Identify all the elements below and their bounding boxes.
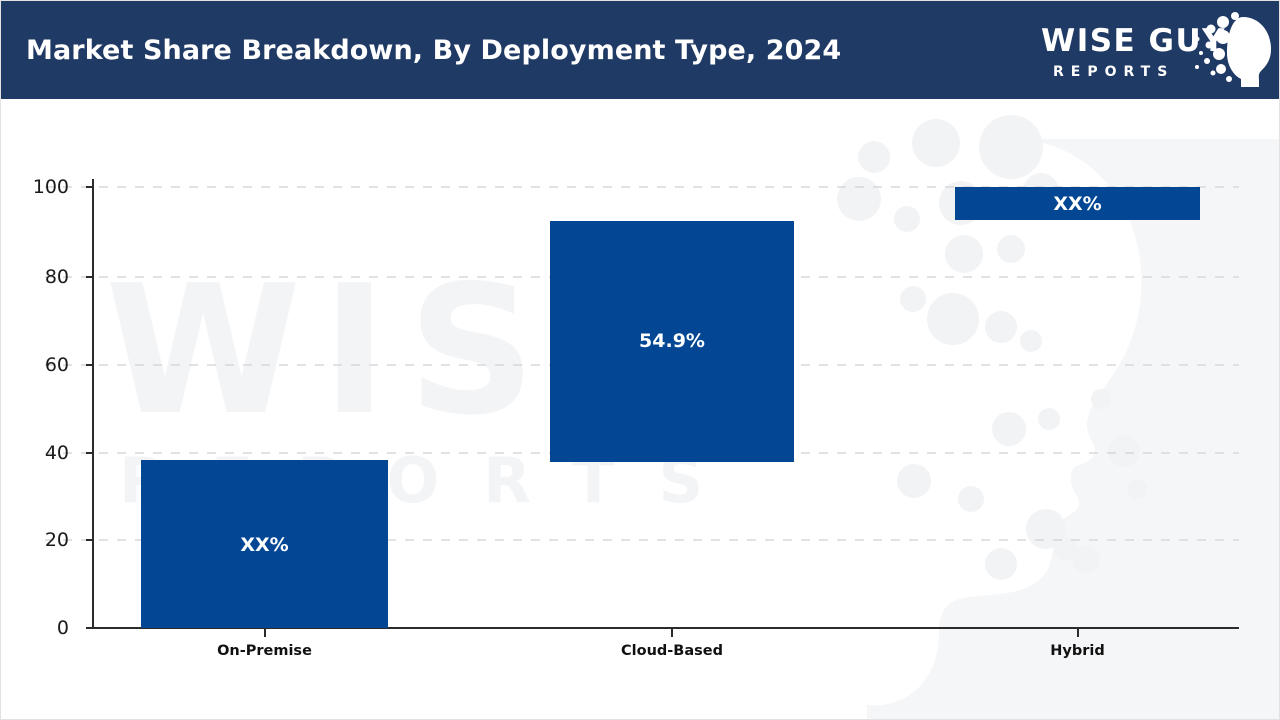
xtick-label-hybrid: Hybrid (1050, 643, 1105, 659)
ytick-label-20: 20 (44, 529, 69, 551)
bar-label-hybrid: XX% (1053, 193, 1102, 215)
chart-plot-area: WISE REPORTS (1, 99, 1279, 719)
wise-guy-reports-logo: WISE GUY REPORTS (1037, 9, 1273, 91)
bar-on-premise[interactable] (141, 460, 388, 628)
ytick-label-40: 40 (44, 442, 69, 464)
xtick-label-cloud-based: Cloud-Based (621, 643, 723, 659)
bar-hybrid[interactable] (955, 187, 1200, 220)
bar-label-cloud-based: 54.9% (639, 330, 705, 352)
svg-text:REPORTS: REPORTS (1053, 64, 1174, 80)
ytick-label-100: 100 (32, 176, 69, 198)
chart-header: Market Share Breakdown, By Deployment Ty… (1, 1, 1279, 99)
ytick-label-60: 60 (44, 354, 69, 376)
xtick-label-on-premise: On-Premise (217, 643, 312, 659)
chart-axes: 100 80 60 40 20 0 XX% 54.9% XX% On-Premi… (1, 99, 1279, 719)
page-title: Market Share Breakdown, By Deployment Ty… (26, 35, 842, 66)
ytick-label-0: 0 (56, 617, 69, 639)
bar-label-on-premise: XX% (240, 534, 289, 556)
svg-text:WISE GUY: WISE GUY (1041, 23, 1226, 59)
ytick-label-80: 80 (44, 266, 69, 288)
bar-cloud-based[interactable] (550, 221, 794, 462)
